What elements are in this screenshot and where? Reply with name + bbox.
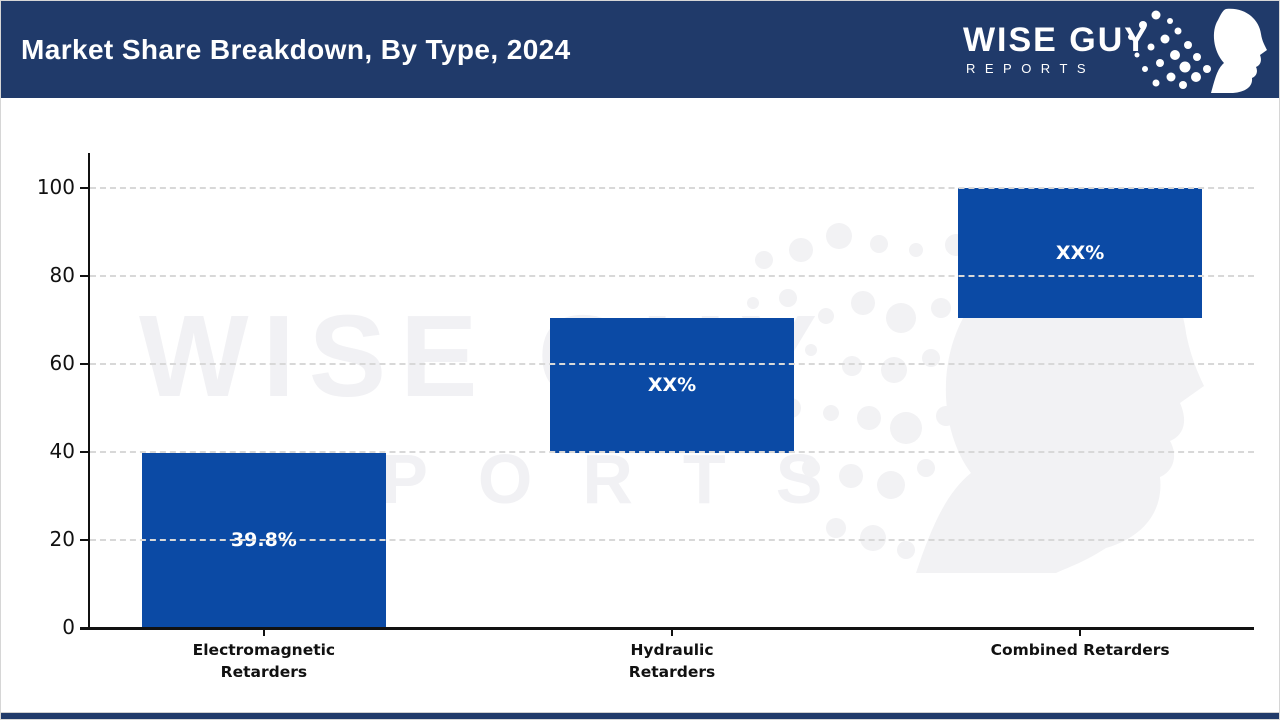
x-tick bbox=[262, 629, 265, 636]
x-axis-line bbox=[80, 627, 1254, 630]
y-tick-label: 80 bbox=[49, 263, 75, 287]
logo-face-icon bbox=[1128, 8, 1267, 93]
y-tick-label: 0 bbox=[62, 615, 75, 639]
y-tick bbox=[80, 275, 88, 277]
y-tick bbox=[80, 187, 88, 189]
bar: XX% bbox=[958, 188, 1203, 318]
x-category-label: Hydraulic Retarders bbox=[628, 641, 716, 681]
y-tick-label: 60 bbox=[49, 351, 75, 375]
y-tick bbox=[80, 451, 88, 453]
y-tick bbox=[80, 627, 88, 629]
wiseguy-logo: WISE GUY REPORTS bbox=[963, 7, 1273, 93]
x-tick bbox=[671, 629, 673, 636]
y-tick bbox=[80, 539, 88, 541]
y-axis-line bbox=[88, 153, 90, 629]
logo-brand-sub: REPORTS bbox=[965, 61, 1096, 76]
gridline bbox=[90, 275, 1254, 277]
gridline bbox=[90, 363, 1254, 365]
page-title: Market Share Breakdown, By Type, 2024 bbox=[21, 33, 571, 65]
y-tick-label: 40 bbox=[49, 439, 75, 463]
x-category-label: Electromagnetic Retarders bbox=[192, 641, 336, 681]
y-tick-label: 20 bbox=[49, 527, 75, 551]
bar-value-label: XX% bbox=[1055, 241, 1105, 264]
x-tick bbox=[1079, 629, 1082, 636]
footer-hairline bbox=[1, 712, 1279, 713]
logo-brand-name: WISE GUY bbox=[962, 21, 1149, 59]
wiseguy-logo-text: WISE GUY REPORTS bbox=[963, 23, 1149, 76]
y-tick-label: 100 bbox=[36, 175, 75, 199]
gridline bbox=[90, 187, 1254, 189]
footer-brand-strip bbox=[1, 713, 1279, 719]
gridline bbox=[90, 539, 1254, 541]
gridline bbox=[90, 451, 1254, 453]
header-bar: Market Share Breakdown, By Type, 2024 WI… bbox=[1, 1, 1279, 98]
bar-value-label: XX% bbox=[647, 374, 697, 397]
y-tick bbox=[80, 363, 88, 365]
x-category-label: Combined Retarders bbox=[990, 641, 1170, 659]
bar: XX% bbox=[550, 317, 794, 453]
